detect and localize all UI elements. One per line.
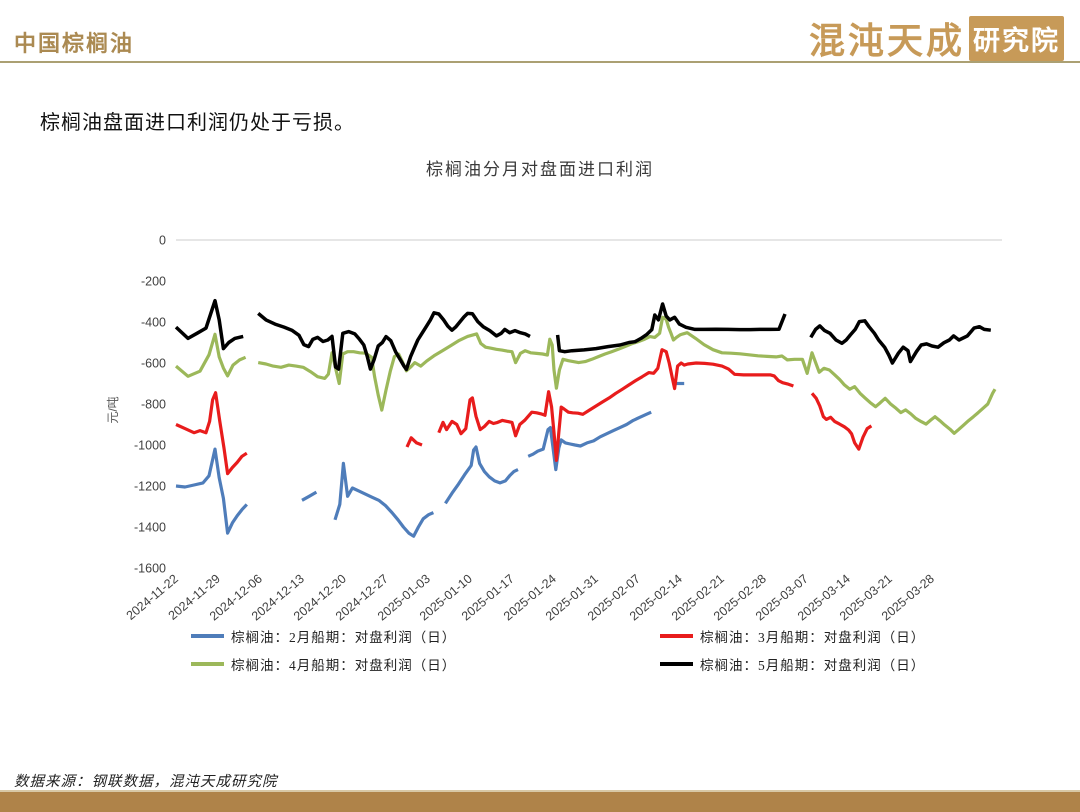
series-line-1 <box>175 391 248 476</box>
header-divider <box>0 61 1080 63</box>
series-line-0 <box>175 447 248 535</box>
y-tick-label: -1400 <box>134 521 166 535</box>
series-line-1 <box>810 392 873 451</box>
series-line-3 <box>174 298 244 351</box>
footer-bar <box>0 790 1080 812</box>
legend-label: 棕榈油：4月船期：对盘利润（日） <box>231 658 457 673</box>
legend-item-1: 棕榈油：2月船期：对盘利润（日） <box>191 626 456 646</box>
legend-swatch <box>660 634 693 638</box>
y-tick-label: -400 <box>141 316 166 330</box>
page-header: 中国棕榈油 混沌天成 研究院 <box>0 0 1080 63</box>
legend-swatch <box>191 662 224 666</box>
series-line-2 <box>257 315 997 435</box>
legend-item-3: 棕榈油：4月船期：对盘利润（日） <box>191 654 456 674</box>
y-tick-label: -200 <box>141 275 166 289</box>
legend-item-2: 棕榈油：3月船期：对盘利润（日） <box>660 626 925 646</box>
series-line-3 <box>809 319 992 365</box>
y-tick-label: 0 <box>159 234 166 248</box>
page-title: 中国棕榈油 <box>14 31 135 56</box>
y-axis-title: 元/吨 <box>106 396 120 423</box>
company-logo: 混沌天成 研究院 <box>809 12 1064 64</box>
series-line-3 <box>257 311 531 372</box>
y-tick-label: -600 <box>141 357 166 371</box>
series-line-0 <box>301 490 318 502</box>
series-line-3 <box>555 302 787 354</box>
legend-label: 棕榈油：2月船期：对盘利润（日） <box>231 630 457 645</box>
y-tick-label: -800 <box>141 398 166 412</box>
y-tick-label: -1200 <box>134 480 166 494</box>
legend-item-4: 棕榈油：5月船期：对盘利润（日） <box>660 654 925 674</box>
y-tick-label: -1600 <box>134 562 166 576</box>
chart-title: 棕榈油分月对盘面进口利润 <box>426 160 654 179</box>
logo-seal-badge: 研究院 <box>969 15 1064 61</box>
logo-wordmark: 混沌天成 <box>808 21 965 61</box>
series-line-1 <box>437 348 794 462</box>
legend-swatch <box>191 634 224 638</box>
legend-label: 棕榈油：3月船期：对盘利润（日） <box>700 630 926 645</box>
legend-label: 棕榈油：5月船期：对盘利润（日） <box>700 658 926 673</box>
series-line-2 <box>174 332 247 378</box>
legend-swatch <box>660 662 693 666</box>
series-line-0 <box>333 461 435 538</box>
y-tick-label: -1000 <box>134 439 166 453</box>
series-line-0 <box>444 445 519 505</box>
slide-subtitle: 棕榈油盘面进口利润仍处于亏损。 <box>40 112 355 134</box>
series-line-0 <box>527 410 652 472</box>
series-line-1 <box>405 436 423 448</box>
data-source-note: 数据来源：钢联数据，混沌天成研究院 <box>14 774 278 790</box>
